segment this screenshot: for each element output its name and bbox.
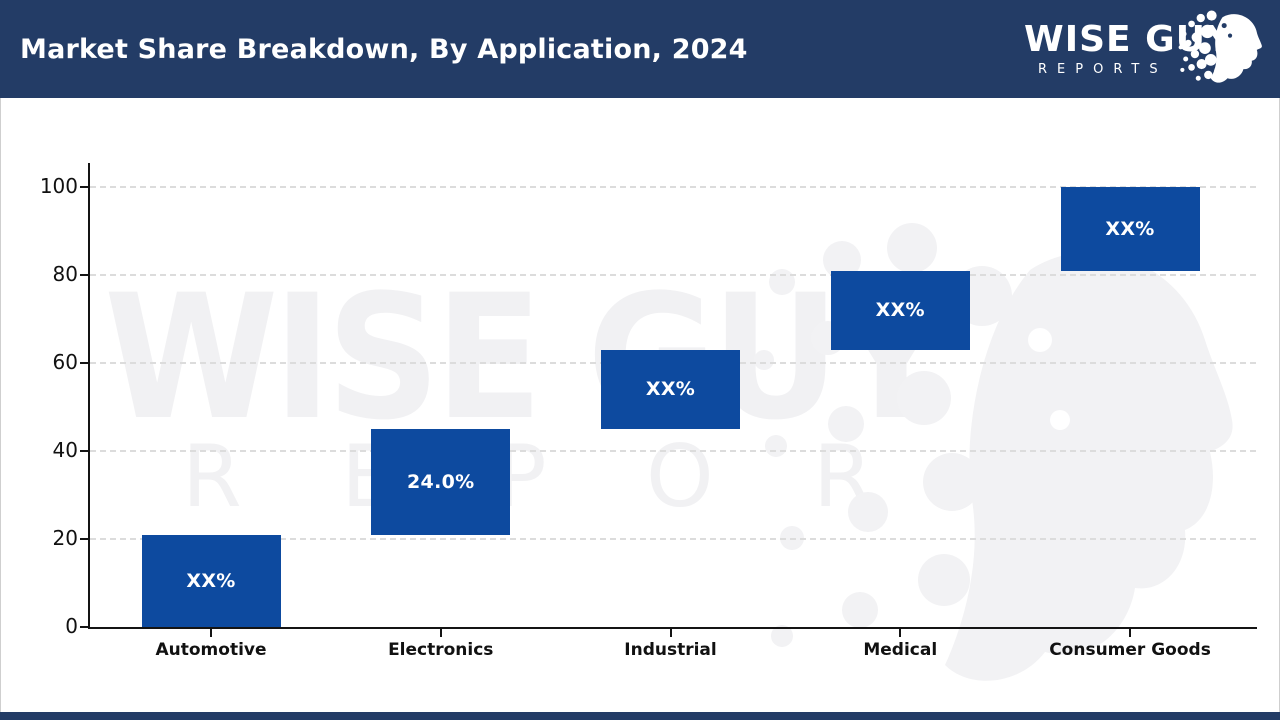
bar-value-label: 24.0% [407, 470, 475, 493]
bar-value-label: XX% [1105, 217, 1155, 240]
bar-consumer-goods: XX% [1060, 187, 1200, 271]
logo-face-icon [1178, 10, 1262, 83]
gridline-y20 [90, 538, 1256, 540]
y-tick-mark-80 [80, 274, 88, 276]
watermark-wordmark: WISE GUY [104, 257, 949, 458]
y-tick-label-100: 100 [39, 174, 78, 198]
bar-automotive: XX% [141, 534, 281, 627]
y-tick-label-40: 40 [52, 438, 78, 462]
x-tick-mark-2 [669, 629, 672, 637]
y-axis-line [88, 163, 90, 629]
y-tick-label-80: 80 [52, 262, 78, 286]
logo-wordmark-line2: REPORTS [1038, 62, 1168, 77]
x-tick-mark-1 [439, 629, 442, 637]
x-tick-mark-4 [1129, 629, 1131, 637]
x-axis-label-2: Industrial [624, 640, 717, 660]
bar-value-label: XX% [645, 378, 696, 401]
x-axis-label-1: Electronics [388, 640, 494, 660]
gridline-y80 [90, 274, 1256, 276]
y-tick-mark-40 [80, 450, 88, 452]
bar-value-label: XX% [186, 569, 236, 592]
x-axis-label-4: Consumer Goods [1049, 640, 1211, 660]
bar-industrial: XX% [601, 349, 740, 429]
x-tick-mark-0 [210, 629, 212, 637]
x-axis-label-3: Medical [863, 640, 938, 660]
y-tick-label-0: 0 [65, 614, 78, 638]
page-title: Market Share Breakdown, By Application, … [20, 33, 748, 65]
y-tick-mark-20 [80, 538, 88, 540]
y-tick-mark-100 [80, 186, 88, 188]
y-tick-mark-0 [80, 626, 88, 628]
footer-bar [0, 712, 1280, 720]
x-axis-label-0: Automotive [155, 640, 267, 660]
bar-medical: XX% [830, 270, 970, 350]
bar-value-label: XX% [875, 299, 925, 322]
y-tick-mark-60 [80, 362, 88, 364]
y-tick-label-60: 60 [52, 350, 78, 374]
x-tick-mark-3 [899, 629, 902, 637]
x-axis-line [88, 627, 1257, 629]
gridline-y40 [90, 450, 1256, 452]
y-tick-label-20: 20 [52, 526, 78, 550]
bar-electronics: 24.0% [371, 429, 511, 535]
gridline-y100 [90, 186, 1256, 188]
header: Market Share Breakdown, By Application, … [0, 0, 1280, 98]
wiseguy-logo: WISE GUY REPORTS [996, 6, 1266, 92]
